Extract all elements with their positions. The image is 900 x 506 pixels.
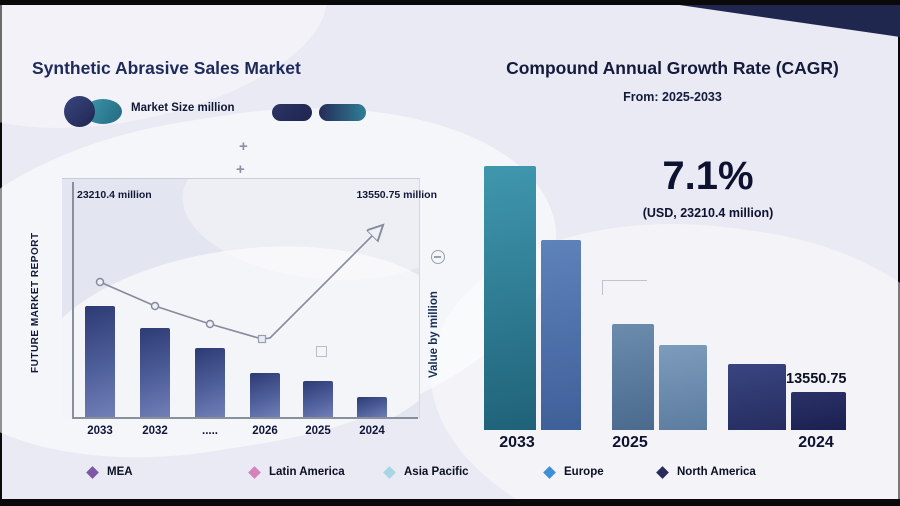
market-bar-..... bbox=[195, 348, 225, 418]
diamond-icon bbox=[248, 465, 261, 479]
cagr-bar-2025-2 bbox=[659, 345, 707, 430]
trend-marker bbox=[257, 334, 267, 344]
diamond-icon bbox=[543, 465, 556, 479]
y-axis-line bbox=[72, 182, 74, 418]
x-axis-label-2033: 2033 bbox=[87, 425, 113, 437]
trend-marker bbox=[95, 277, 105, 287]
labeled-value-2024: 13550.75 bbox=[786, 371, 847, 387]
right-chart-title: Compound Annual Growth Rate (CAGR) bbox=[506, 58, 839, 78]
top-border-bar bbox=[0, 0, 900, 5]
legend-label: Latin America bbox=[269, 466, 345, 478]
cagr-percentage: 7.1% bbox=[662, 154, 754, 198]
x-axis-label-2025: 2025 bbox=[305, 425, 331, 437]
legend-item-mea: MEA bbox=[86, 465, 133, 479]
trend-polyline bbox=[99, 226, 382, 340]
trend-marker bbox=[150, 301, 160, 311]
cagr-x-label-2024: 2024 bbox=[798, 434, 834, 451]
legend-item-asia-pacific: Asia Pacific bbox=[383, 465, 469, 479]
cagr-bar-2033-1 bbox=[484, 166, 536, 430]
market-bar-2024 bbox=[357, 397, 387, 418]
market-bar-2026 bbox=[250, 373, 280, 418]
cagr-usd-note: (USD, 23210.4 million) bbox=[642, 206, 774, 220]
plus-icon: + bbox=[236, 161, 245, 178]
small-square-decoration bbox=[316, 346, 327, 357]
step-line-decoration bbox=[602, 280, 647, 295]
x-axis-label-.....: ..... bbox=[202, 425, 218, 437]
left-chart-title: Synthetic Abrasive Sales Market bbox=[32, 58, 301, 78]
scale-pill-segment bbox=[319, 104, 366, 121]
legend-label: MEA bbox=[107, 466, 133, 478]
cagr-bar-2033-2 bbox=[541, 240, 581, 430]
legend-item-europe: Europe bbox=[543, 465, 604, 479]
cagr-x-label-2025: 2025 bbox=[612, 434, 648, 451]
market-bar-2033 bbox=[85, 306, 115, 418]
right-header: Compound Annual Growth Rate (CAGR) From:… bbox=[470, 58, 875, 104]
left-plot: 23210.4 million 13550.75 million 2033 203… bbox=[62, 178, 437, 437]
market-size-legend-label: Market Size million bbox=[131, 102, 235, 114]
x-axis-line bbox=[72, 417, 418, 419]
bottom-border-bar bbox=[0, 499, 900, 506]
region-legend: MEA Latin America Asia Pacific Europe North … bbox=[0, 465, 900, 488]
scale-pill-icon bbox=[272, 104, 366, 121]
future-market-report-label: FUTURE MARKET REPORT bbox=[30, 232, 41, 374]
scale-pill-segment bbox=[272, 104, 312, 121]
market-bar-2032 bbox=[140, 328, 170, 418]
legend-item-latin-america: Latin America bbox=[248, 465, 345, 479]
plus-icon: + bbox=[239, 138, 248, 155]
circle-minus-icon bbox=[431, 250, 445, 264]
legend-label: Europe bbox=[564, 466, 604, 478]
pill-navy-half bbox=[64, 96, 95, 127]
x-axis-label-2026: 2026 bbox=[252, 425, 278, 437]
end-value-annotation: 13550.75 million bbox=[356, 189, 437, 201]
plot-background bbox=[62, 178, 420, 418]
legend-item-north-america: North America bbox=[656, 465, 756, 479]
right-chart-subtitle: From: 2025-2033 bbox=[623, 90, 722, 104]
legend-label: North America bbox=[677, 466, 756, 478]
diamond-icon bbox=[383, 465, 396, 479]
x-axis-label-2024: 2024 bbox=[359, 425, 385, 437]
trend-marker bbox=[205, 319, 215, 329]
cagr-bar-2025-1 bbox=[612, 324, 654, 430]
legend-label: Asia Pacific bbox=[404, 466, 469, 478]
cagr-x-label-2033: 2033 bbox=[499, 434, 535, 451]
trend-line-svg bbox=[95, 178, 420, 344]
cagr-bar-2024-1 bbox=[728, 364, 786, 430]
start-value-annotation: 23210.4 million bbox=[77, 189, 152, 201]
diamond-icon bbox=[656, 465, 669, 479]
market-bar-2025 bbox=[303, 381, 333, 418]
value-by-million-label: Value by million bbox=[428, 291, 440, 378]
market-size-pill-icon bbox=[64, 96, 124, 127]
diamond-icon bbox=[86, 465, 99, 479]
x-axis-label-2032: 2032 bbox=[142, 425, 168, 437]
cagr-bar-2024-2 bbox=[791, 392, 846, 430]
